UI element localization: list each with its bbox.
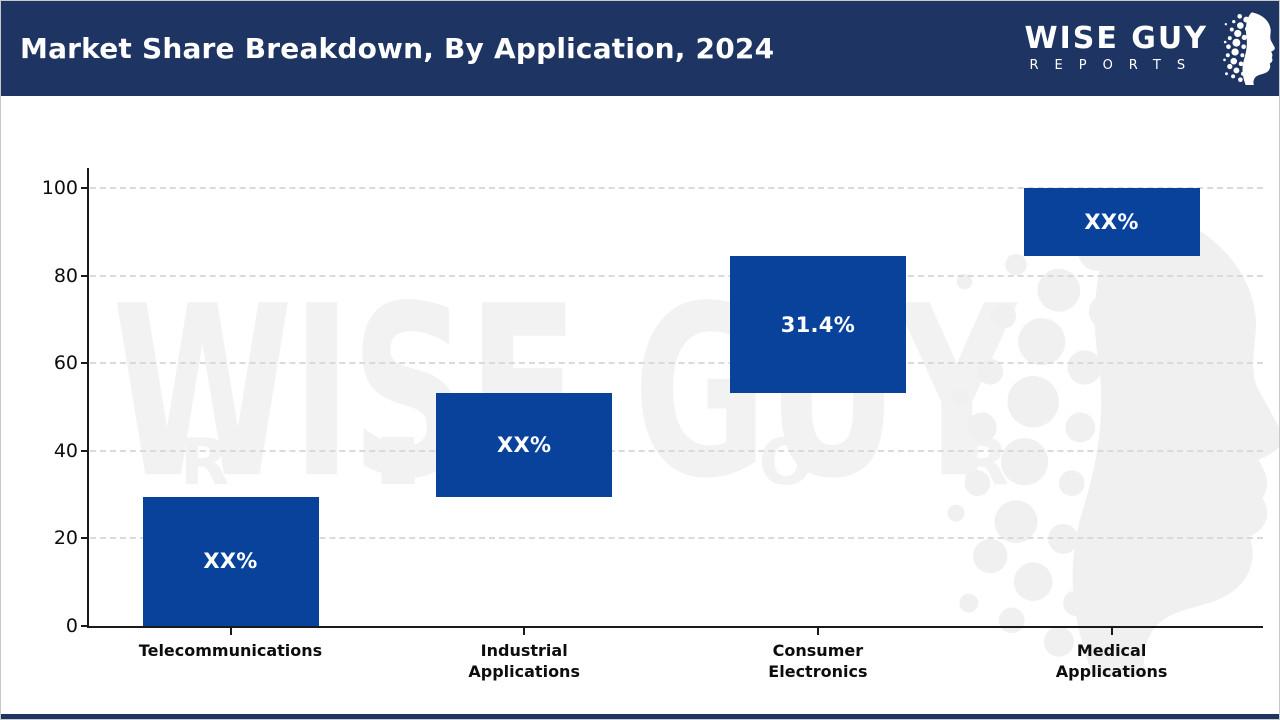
y-axis-tick bbox=[81, 449, 88, 452]
page-title: Market Share Breakdown, By Application, … bbox=[20, 31, 775, 65]
x-category-label: Consumer Electronics bbox=[768, 641, 868, 681]
wise-guy-logo: WISE GUY REPORTS bbox=[1024, 0, 1276, 96]
y-axis-tick bbox=[81, 537, 88, 540]
y-axis-tick bbox=[81, 274, 88, 277]
bar: XX% bbox=[142, 496, 319, 626]
bar-value-label: XX% bbox=[497, 433, 552, 458]
grid-line bbox=[90, 362, 1263, 365]
y-tick-label: 80 bbox=[53, 264, 78, 287]
y-tick-label: 0 bbox=[65, 615, 78, 637]
y-axis-tick bbox=[81, 187, 88, 189]
x-category-label: Medical Applications bbox=[1055, 641, 1168, 681]
bar: 31.4% bbox=[729, 255, 906, 394]
grid-line bbox=[90, 274, 1263, 277]
y-tick-label: 40 bbox=[53, 439, 78, 462]
x-axis-tick bbox=[1110, 628, 1113, 635]
bar: XX% bbox=[436, 393, 613, 497]
bar-value-label: 31.4% bbox=[780, 312, 856, 337]
y-tick-label: 100 bbox=[41, 177, 78, 199]
logo-name: WISE GUY bbox=[1024, 21, 1208, 56]
bar-value-label: XX% bbox=[203, 549, 258, 574]
x-axis-line bbox=[87, 626, 1263, 628]
logo-tagline: REPORTS bbox=[1029, 58, 1202, 73]
dotted-head-icon bbox=[1210, 7, 1276, 89]
x-category-label: Industrial Applications bbox=[468, 641, 580, 681]
waterfall-chart: WISE GUY R E P O R T S 020406080100XX%Te… bbox=[0, 96, 1280, 714]
y-tick-label: 20 bbox=[53, 527, 78, 550]
x-axis-tick bbox=[816, 628, 819, 635]
logo-text: WISE GUY REPORTS bbox=[1024, 21, 1208, 74]
x-axis-tick bbox=[229, 628, 232, 635]
header-bar: Market Share Breakdown, By Application, … bbox=[0, 0, 1280, 96]
y-axis-line bbox=[87, 168, 89, 628]
grid-line bbox=[90, 537, 1263, 540]
footer-bar bbox=[0, 714, 1280, 720]
watermark-dotted-head-icon bbox=[858, 196, 1280, 676]
bar: XX% bbox=[1023, 188, 1200, 256]
grid-line bbox=[90, 187, 1263, 189]
grid-line bbox=[90, 449, 1263, 452]
y-axis-tick bbox=[81, 362, 88, 365]
x-category-label: Telecommunications bbox=[138, 641, 323, 660]
y-tick-label: 60 bbox=[53, 352, 78, 375]
y-axis-tick bbox=[81, 625, 88, 627]
bar-value-label: XX% bbox=[1084, 209, 1139, 234]
x-axis-tick bbox=[523, 628, 526, 635]
